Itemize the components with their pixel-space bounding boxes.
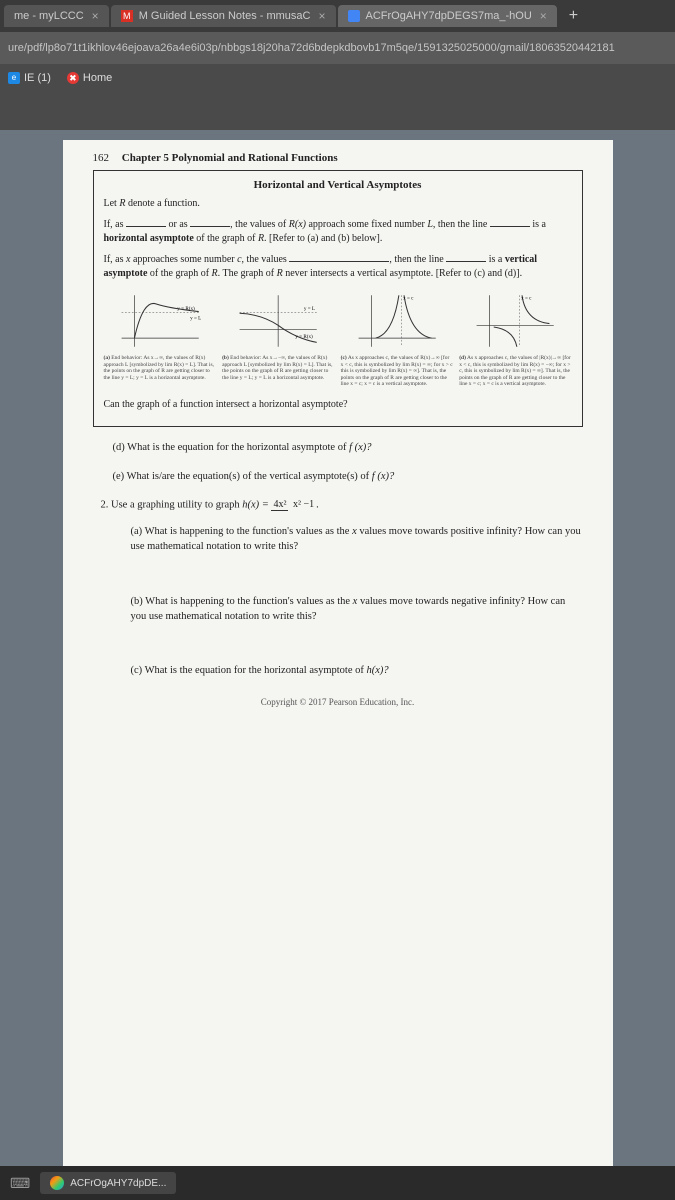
taskbar: ⌨ ACFrOgAHY7dpDE... bbox=[0, 1166, 675, 1200]
box-para-2: If, as or as , the values of R(x) approa… bbox=[104, 217, 572, 246]
document-page: 162 Chapter 5 Polynomial and Rational Fu… bbox=[63, 140, 613, 1166]
question-e: (e) What is/are the equation(s) of the v… bbox=[113, 470, 583, 485]
asymptote-box: Horizontal and Vertical Asymptotes Let R… bbox=[93, 170, 583, 427]
close-icon[interactable]: × bbox=[540, 9, 547, 23]
page-number: 162 bbox=[93, 152, 110, 164]
box-para-3: If, as x approaches some number c, the v… bbox=[104, 252, 572, 281]
copyright: Copyright © 2017 Pearson Education, Inc. bbox=[93, 697, 583, 707]
chapter-title: Chapter 5 Polynomial and Rational Functi… bbox=[122, 152, 338, 164]
tab-mylccc[interactable]: me - myLCCC × bbox=[4, 5, 109, 27]
graphs-row: y = R(x) y = L (a) End behavior: As x→∞,… bbox=[104, 291, 572, 388]
ie-icon: e bbox=[8, 72, 20, 84]
tab-label: ACFrOgAHY7dpDEGS7ma_-hOU bbox=[366, 10, 532, 22]
chrome-icon bbox=[50, 1176, 64, 1190]
svg-text:y = R(x): y = R(x) bbox=[295, 333, 313, 340]
taskbar-label: ACFrOgAHY7dpDE... bbox=[70, 1178, 166, 1189]
question-2c: (c) What is the equation for the horizon… bbox=[131, 664, 583, 679]
url-text: ure/pdf/lp8o71t1ikhlov46ejoava26a4e6i03p… bbox=[8, 42, 615, 54]
graph-b: y = R(x) y = L (b) End behavior: As x→−∞… bbox=[222, 291, 334, 388]
svg-text:x = c: x = c bbox=[521, 296, 532, 302]
graph-a-svg: y = R(x) y = L bbox=[104, 291, 216, 351]
graph-b-caption: (b) End behavior: As x→−∞, the values of… bbox=[222, 355, 334, 381]
browser-chrome: me - myLCCC × M M Guided Lesson Notes - … bbox=[0, 0, 675, 130]
graph-a-caption: (a) End behavior: As x→∞, the values of … bbox=[104, 355, 216, 381]
bookmark-bar: e IE (1) ✖ Home bbox=[0, 64, 675, 92]
question-2b: (b) What is happening to the function's … bbox=[131, 595, 583, 624]
box-title: Horizontal and Vertical Asymptotes bbox=[104, 179, 572, 191]
home-icon: ✖ bbox=[67, 72, 79, 84]
content-area: 162 Chapter 5 Polynomial and Rational Fu… bbox=[0, 130, 675, 1166]
svg-text:y = R(x): y = R(x) bbox=[177, 305, 195, 312]
close-icon[interactable]: × bbox=[318, 9, 325, 23]
graph-d-svg: x = c bbox=[459, 291, 571, 351]
close-icon[interactable]: × bbox=[92, 9, 99, 23]
keyboard-icon[interactable]: ⌨ bbox=[10, 1175, 30, 1192]
svg-text:y = L: y = L bbox=[304, 306, 315, 312]
tab-label: me - myLCCC bbox=[14, 10, 84, 22]
tab-label: M Guided Lesson Notes - mmusaC bbox=[139, 10, 311, 22]
graph-c-svg: x = c bbox=[341, 291, 453, 351]
tab-guided-lesson[interactable]: M M Guided Lesson Notes - mmusaC × bbox=[111, 5, 336, 27]
graph-c: x = c (c) As x approaches c, the values … bbox=[341, 291, 453, 388]
bookmark-label: IE (1) bbox=[24, 72, 51, 84]
taskbar-app[interactable]: ACFrOgAHY7dpDE... bbox=[40, 1172, 176, 1194]
url-bar[interactable]: ure/pdf/lp8o71t1ikhlov46ejoava26a4e6i03p… bbox=[0, 32, 675, 64]
gmail-icon: M bbox=[121, 10, 133, 22]
graph-b-svg: y = R(x) y = L bbox=[222, 291, 334, 351]
tab-bar: me - myLCCC × M M Guided Lesson Notes - … bbox=[0, 0, 675, 32]
graph-d-caption: (d) As x approaches c, the values of |R(… bbox=[459, 355, 571, 388]
bookmark-label: Home bbox=[83, 72, 112, 84]
graph-d: x = c (d) As x approaches c, the values … bbox=[459, 291, 571, 388]
question-2a: (a) What is happening to the function's … bbox=[131, 525, 583, 554]
graph-c-caption: (c) As x approaches c, the values of R(x… bbox=[341, 355, 453, 388]
question-d: (d) What is the equation for the horizon… bbox=[113, 441, 583, 456]
question-2: 2. Use a graphing utility to graph h(x) … bbox=[113, 498, 583, 679]
svg-text:y = L: y = L bbox=[190, 315, 201, 321]
box-para-1: Let R denote a function. bbox=[104, 197, 572, 211]
tab-pdf[interactable]: ACFrOgAHY7dpDEGS7ma_-hOU × bbox=[338, 5, 557, 27]
drive-icon bbox=[348, 10, 360, 22]
can-intersect-question: Can the graph of a function intersect a … bbox=[104, 398, 572, 412]
bookmark-home[interactable]: ✖ Home bbox=[67, 72, 112, 84]
svg-text:x = c: x = c bbox=[403, 296, 414, 302]
new-tab-button[interactable]: + bbox=[559, 7, 588, 25]
page-header: 162 Chapter 5 Polynomial and Rational Fu… bbox=[93, 152, 583, 164]
bookmark-ie[interactable]: e IE (1) bbox=[8, 72, 51, 84]
fraction: 4x² x² −1 bbox=[271, 498, 316, 512]
graph-a: y = R(x) y = L (a) End behavior: As x→∞,… bbox=[104, 291, 216, 388]
